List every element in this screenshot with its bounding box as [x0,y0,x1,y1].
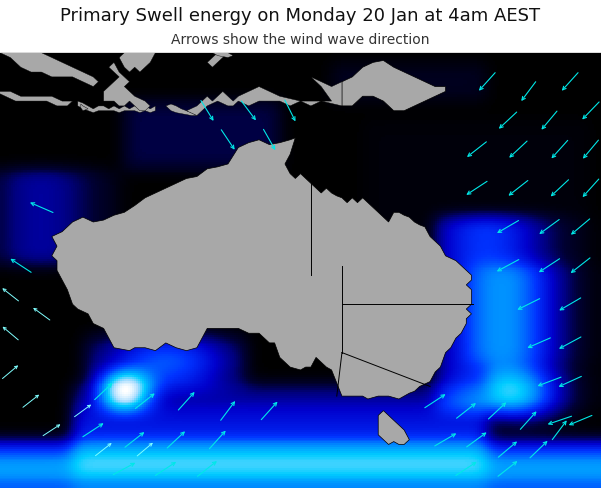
Text: Arrows show the wind wave direction: Arrows show the wind wave direction [171,33,430,46]
Polygon shape [0,81,73,106]
Polygon shape [103,28,171,111]
Polygon shape [81,104,88,111]
Polygon shape [186,43,342,116]
Polygon shape [166,104,197,116]
Polygon shape [342,61,445,111]
Polygon shape [52,138,471,399]
Text: Primary Swell energy on Monday 20 Jan at 4am AEST: Primary Swell energy on Monday 20 Jan at… [61,7,540,25]
Polygon shape [212,48,233,58]
Polygon shape [202,28,212,38]
Polygon shape [78,101,156,113]
Polygon shape [0,43,99,86]
Polygon shape [378,410,409,445]
